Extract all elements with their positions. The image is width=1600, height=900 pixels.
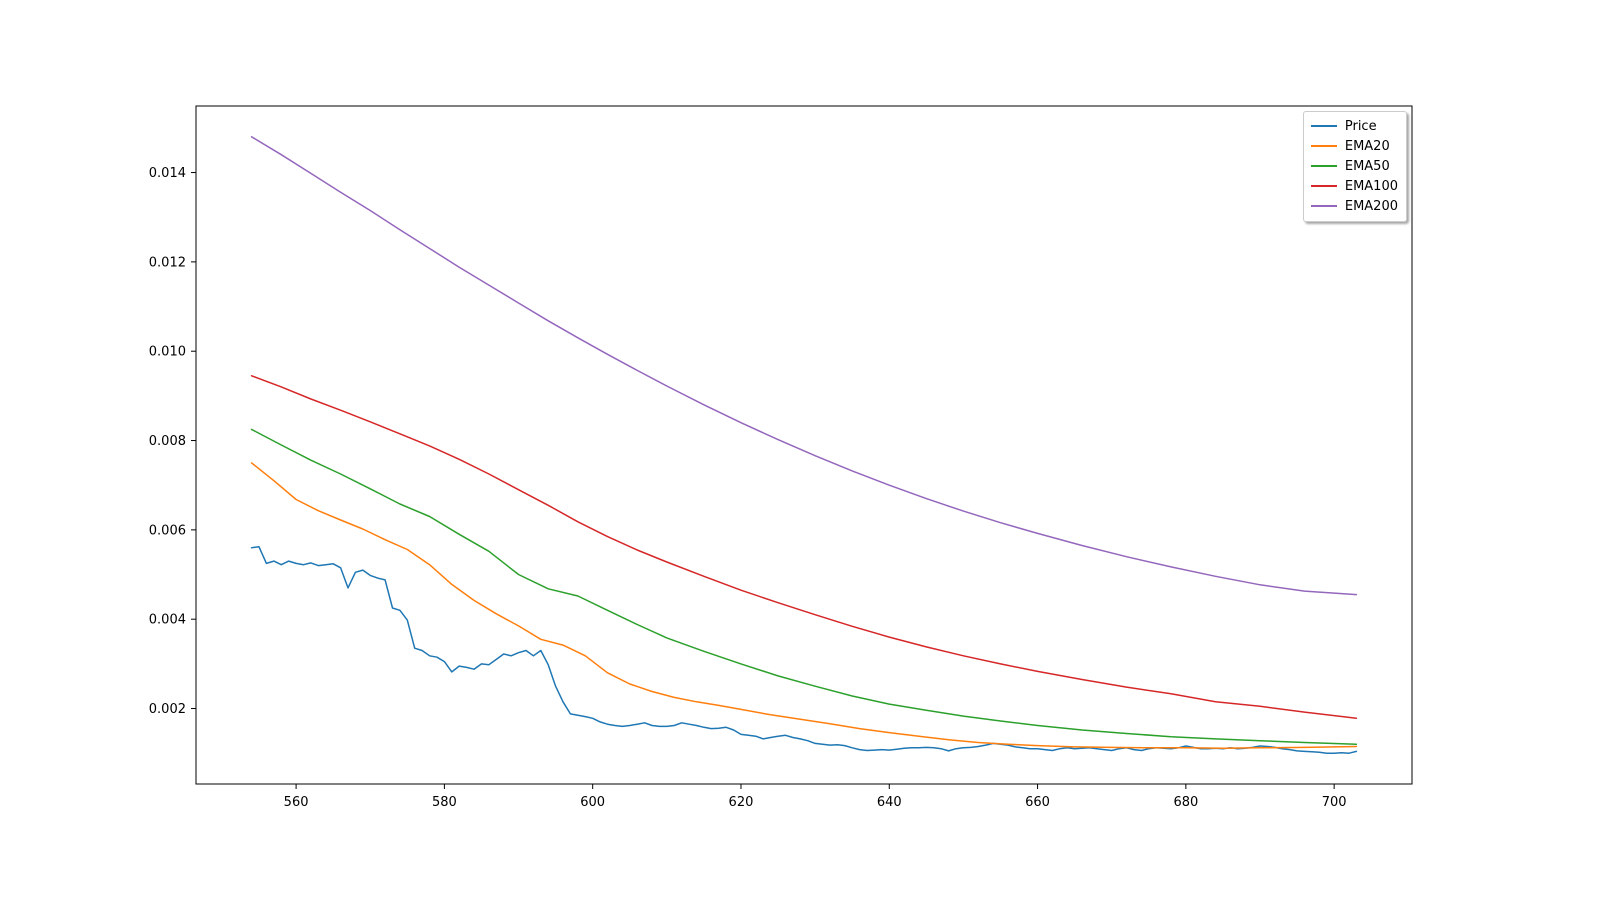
legend-line-sample (1310, 185, 1337, 187)
y-axis-tick-label: 0.004 (149, 613, 186, 628)
x-axis-tick-label: 700 (1322, 795, 1347, 810)
legend-label: EMA20 (1344, 138, 1390, 154)
legend-item-price: Price (1310, 116, 1398, 136)
y-axis-tick-label: 0.006 (149, 523, 186, 538)
ema20-line (250, 462, 1358, 750)
y-axis-tick-label: 0.008 (149, 434, 186, 449)
legend-item-ema50: EMA50 (1310, 156, 1398, 176)
legend-line-sample (1310, 205, 1337, 207)
x-axis-tick-label: 580 (432, 795, 457, 810)
legend-line-sample (1310, 145, 1337, 147)
ema50-line (250, 428, 1358, 745)
price-line (250, 546, 1358, 754)
ema200-line (250, 136, 1358, 596)
x-axis-tick-label: 600 (580, 795, 605, 810)
legend: Price EMA20 EMA50 EMA100 EMA200 (1302, 111, 1407, 222)
legend-item-ema20: EMA20 (1310, 136, 1398, 156)
legend-line-sample (1310, 165, 1337, 167)
x-axis-tick-label: 560 (284, 795, 309, 810)
legend-line-sample (1310, 125, 1337, 127)
x-axis-tick-label: 680 (1173, 795, 1198, 810)
legend-label: Price (1344, 118, 1377, 134)
ema100-line (250, 375, 1358, 720)
legend-item-ema100: EMA100 (1310, 176, 1398, 196)
y-axis-tick-label: 0.002 (149, 702, 186, 717)
legend-label: EMA100 (1344, 178, 1398, 194)
x-axis-tick-label: 660 (1025, 795, 1050, 810)
legend-label: EMA50 (1344, 158, 1390, 174)
x-axis-tick-label: 620 (729, 795, 754, 810)
x-axis-tick-label: 640 (877, 795, 902, 810)
y-axis-tick-label: 0.010 (149, 345, 186, 360)
y-axis-tick-label: 0.012 (149, 255, 186, 270)
plot-border (195, 105, 1413, 785)
legend-item-ema200: EMA200 (1310, 196, 1398, 216)
y-axis-tick-label: 0.014 (149, 166, 186, 181)
legend-label: EMA200 (1344, 198, 1398, 214)
